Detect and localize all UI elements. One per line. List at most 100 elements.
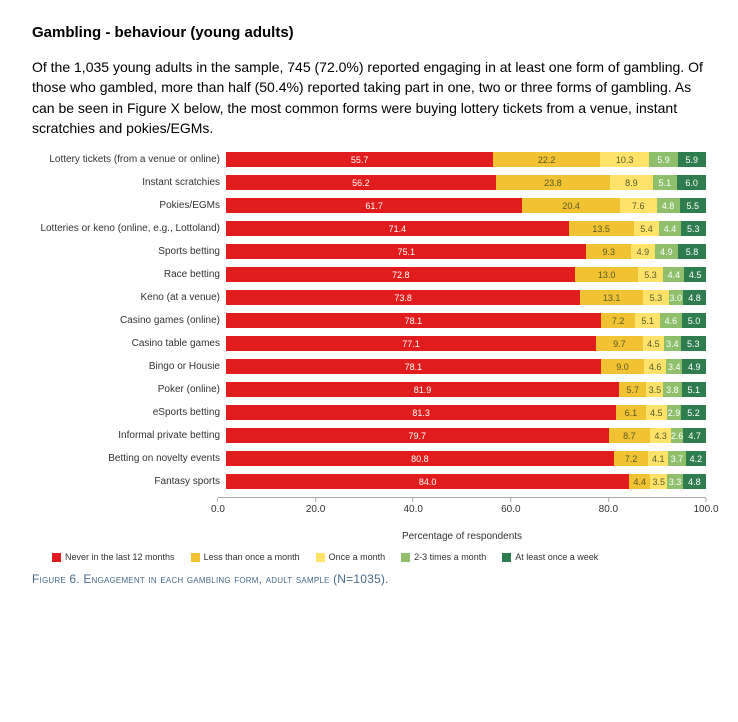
bar-segment: 79.7 xyxy=(226,428,609,443)
bar-segment: 5.2 xyxy=(681,405,706,420)
bar-segment: 5.5 xyxy=(680,198,706,213)
bar-segment: 81.9 xyxy=(226,382,619,397)
bar-segment: 81.3 xyxy=(226,405,616,420)
bar-segment: 78.1 xyxy=(226,359,601,374)
bar-segment: 5.9 xyxy=(678,152,706,167)
bar-segment: 7.2 xyxy=(614,451,649,466)
category-label: Informal private betting xyxy=(40,430,226,441)
bar-segment: 2.6 xyxy=(671,428,683,443)
bar-segment: 3.4 xyxy=(666,359,682,374)
bar-track: 71.413.55.44.45.3 xyxy=(226,221,706,236)
chart-row: Lottery tickets (from a venue or online)… xyxy=(40,152,706,167)
category-label: Casino table games xyxy=(40,338,226,349)
bar-segment: 9.7 xyxy=(596,336,643,351)
bar-track: 73.813.15.33.04.8 xyxy=(226,290,706,305)
bar-track: 81.95.73.53.85.1 xyxy=(226,382,706,397)
bar-segment: 9.3 xyxy=(586,244,631,259)
bar-track: 79.78.74.32.64.7 xyxy=(226,428,706,443)
legend-swatch xyxy=(502,553,511,562)
bar-segment: 4.7 xyxy=(683,428,706,443)
bar-segment: 55.7 xyxy=(226,152,493,167)
bar-segment: 72.8 xyxy=(226,267,575,282)
bar-track: 81.36.14.52.95.2 xyxy=(226,405,706,420)
bar-segment: 71.4 xyxy=(226,221,569,236)
axis-tick: 100.0 xyxy=(693,498,718,515)
legend-label: Never in the last 12 months xyxy=(65,552,175,562)
bar-segment: 5.1 xyxy=(635,313,659,328)
bar-segment: 4.4 xyxy=(659,221,680,236)
legend-item: Never in the last 12 months xyxy=(52,552,175,562)
bar-segment: 13.0 xyxy=(575,267,637,282)
chart-row: Casino table games77.19.74.53.45.3 xyxy=(40,336,706,351)
legend-swatch xyxy=(191,553,200,562)
bar-segment: 2.9 xyxy=(667,405,681,420)
legend-item: Less than once a month xyxy=(191,552,300,562)
bar-segment: 4.9 xyxy=(631,244,655,259)
bar-track: 84.04.43.53.34.8 xyxy=(226,474,706,489)
bar-segment: 10.3 xyxy=(600,152,649,167)
category-label: Lotteries or keno (online, e.g., Lottola… xyxy=(40,223,226,234)
category-label: Bingo or Housie xyxy=(40,361,226,372)
bar-segment: 4.8 xyxy=(683,290,706,305)
chart-row: Betting on novelty events80.87.24.13.74.… xyxy=(40,451,706,466)
x-axis-label: Percentage of respondents xyxy=(218,531,706,542)
bar-segment: 77.1 xyxy=(226,336,596,351)
chart-row: Poker (online)81.95.73.53.85.1 xyxy=(40,382,706,397)
legend-item: 2-3 times a month xyxy=(401,552,486,562)
bar-track: 80.87.24.13.74.2 xyxy=(226,451,706,466)
bar-segment: 5.3 xyxy=(681,336,706,351)
legend-item: At least once a week xyxy=(502,552,598,562)
bar-segment: 5.1 xyxy=(682,382,706,397)
category-label: Race betting xyxy=(40,269,226,280)
bar-segment: 56.2 xyxy=(226,175,496,190)
bar-segment: 5.3 xyxy=(638,267,663,282)
chart-row: Pokies/EGMs61.720.47.64.85.5 xyxy=(40,198,706,213)
legend-label: Once a month xyxy=(329,552,386,562)
legend-swatch xyxy=(52,553,61,562)
intro-paragraph: Of the 1,035 young adults in the sample,… xyxy=(32,57,706,138)
bar-segment: 75.1 xyxy=(226,244,586,259)
bar-segment: 4.8 xyxy=(657,198,680,213)
bar-segment: 80.8 xyxy=(226,451,614,466)
bar-track: 77.19.74.53.45.3 xyxy=(226,336,706,351)
axis-tick: 40.0 xyxy=(403,498,422,515)
bar-segment: 23.8 xyxy=(496,175,610,190)
legend-item: Once a month xyxy=(316,552,386,562)
bar-segment: 4.3 xyxy=(650,428,671,443)
bar-segment: 5.0 xyxy=(682,313,706,328)
x-axis-row: 0.020.040.060.080.0100.0 xyxy=(32,497,706,525)
bar-segment: 4.9 xyxy=(655,244,679,259)
bar-segment: 84.0 xyxy=(226,474,629,489)
bar-segment: 5.4 xyxy=(634,221,660,236)
figure-caption: Figure 6. Engagement in each gambling fo… xyxy=(32,572,706,586)
bar-segment: 22.2 xyxy=(493,152,600,167)
bar-segment: 4.5 xyxy=(684,267,706,282)
bar-segment: 3.5 xyxy=(646,382,663,397)
category-label: Casino games (online) xyxy=(40,315,226,326)
chart-row: Lotteries or keno (online, e.g., Lottola… xyxy=(40,221,706,236)
bar-track: 78.17.25.14.65.0 xyxy=(226,313,706,328)
chart-row: eSports betting81.36.14.52.95.2 xyxy=(40,405,706,420)
category-label: Lottery tickets (from a venue or online) xyxy=(40,154,226,165)
bar-segment: 78.1 xyxy=(226,313,601,328)
bar-track: 61.720.47.64.85.5 xyxy=(226,198,706,213)
bar-segment: 73.8 xyxy=(226,290,580,305)
bar-segment: 4.6 xyxy=(660,313,682,328)
bar-segment: 20.4 xyxy=(522,198,620,213)
bar-segment: 4.8 xyxy=(683,474,706,489)
bar-segment: 4.4 xyxy=(629,474,650,489)
bar-segment: 7.6 xyxy=(620,198,656,213)
bar-segment: 61.7 xyxy=(226,198,522,213)
axis-tick: 60.0 xyxy=(501,498,520,515)
bar-segment: 5.3 xyxy=(643,290,668,305)
bar-segment: 8.7 xyxy=(609,428,651,443)
bar-segment: 6.0 xyxy=(677,175,706,190)
axis-tick: 0.0 xyxy=(211,498,225,515)
category-label: Instant scratchies xyxy=(40,177,226,188)
gambling-chart: Lottery tickets (from a venue or online)… xyxy=(40,152,706,489)
bar-segment: 13.5 xyxy=(569,221,634,236)
legend-swatch xyxy=(401,553,410,562)
chart-row: Keno (at a venue)73.813.15.33.04.8 xyxy=(40,290,706,305)
legend-label: Less than once a month xyxy=(204,552,300,562)
category-label: Fantasy sports xyxy=(40,476,226,487)
